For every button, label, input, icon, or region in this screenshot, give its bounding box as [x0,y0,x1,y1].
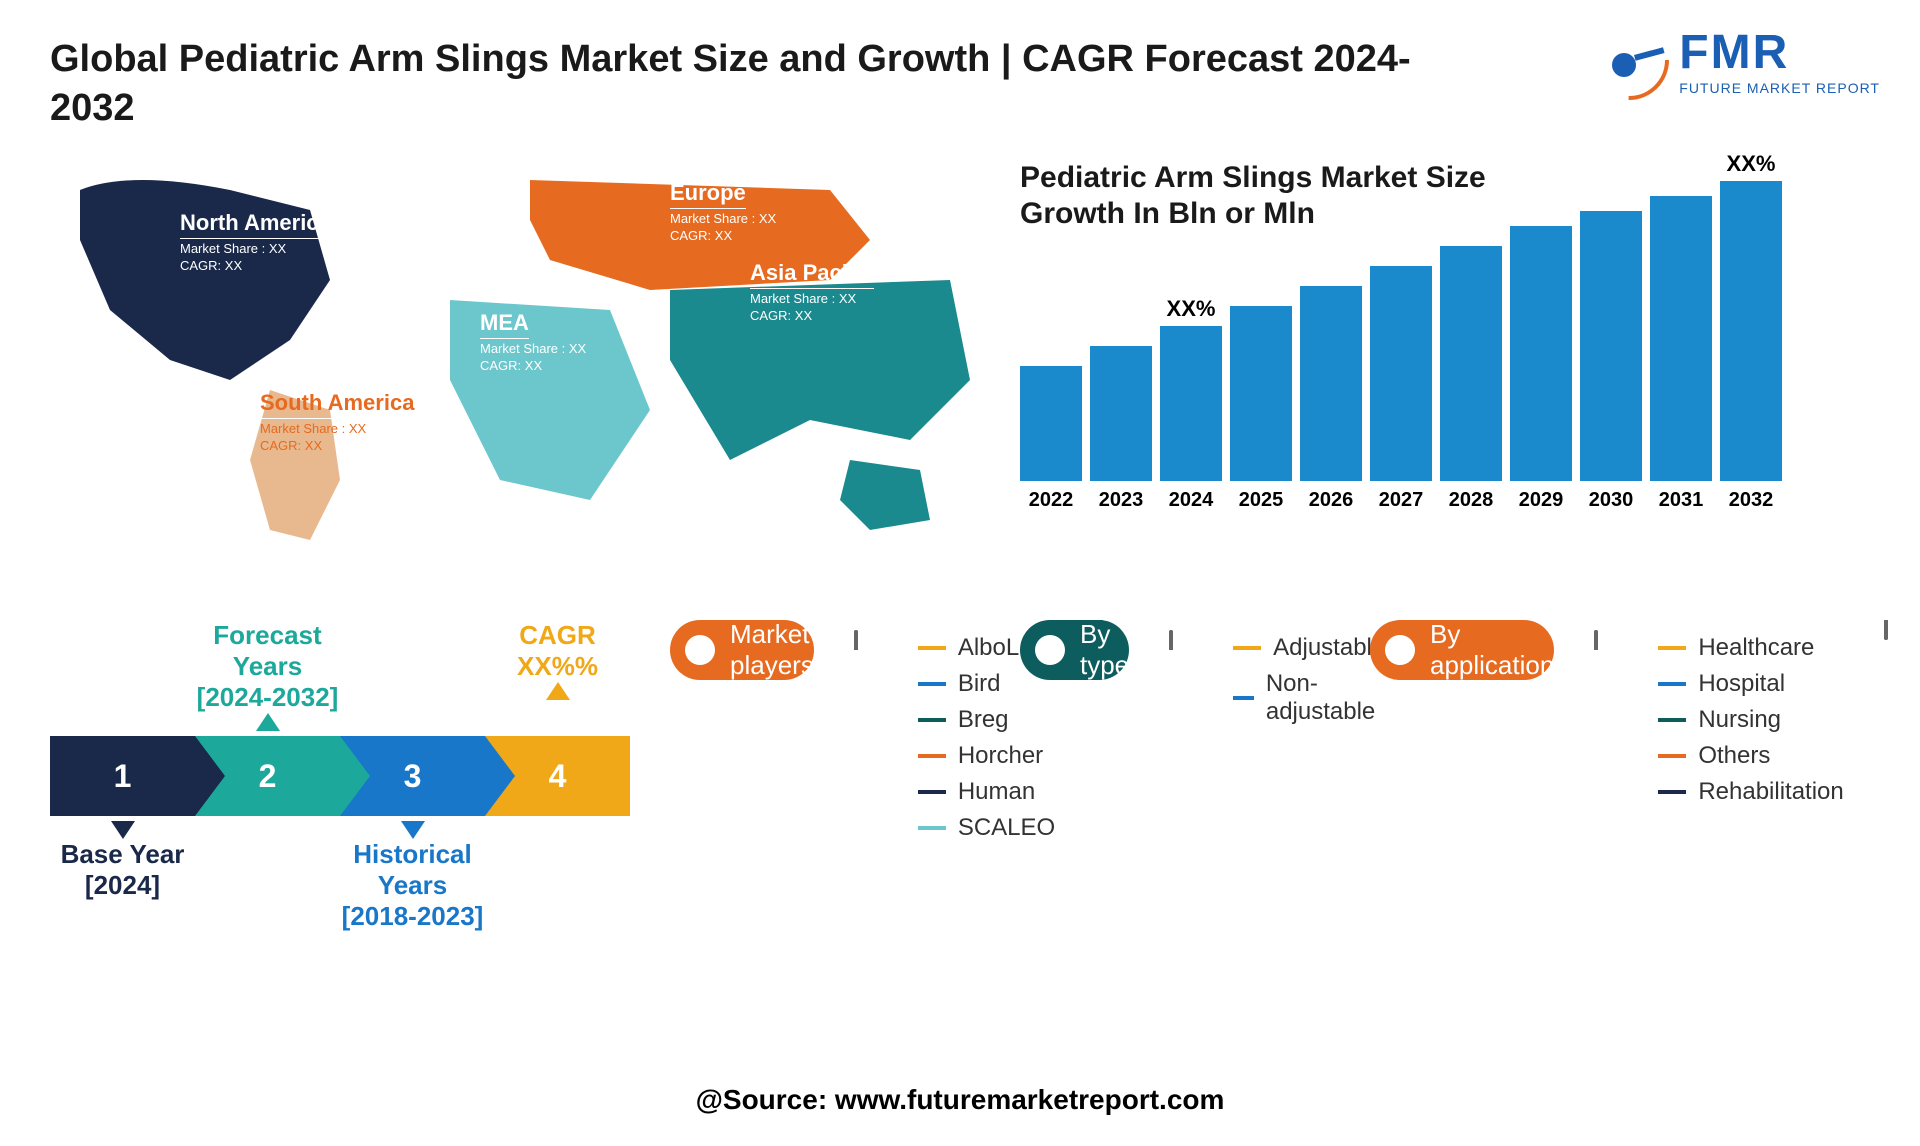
timeline: Forecast Years [2024-2032] CAGR XX%% 123… [50,620,630,932]
list-item: Non-adjustable [1233,666,1385,730]
region-label-mea: MEAMarket Share : XXCAGR: XX [480,310,586,373]
bar-2024: XX%2024 [1160,326,1222,512]
arrow-down-icon [111,821,135,839]
bar-2031: 2031 [1650,196,1712,512]
base-year-label: Base Year [50,839,195,870]
timeline-bar: 1234 [50,736,630,816]
historical-years: [2018-2023] [340,901,485,932]
timeline-segment-1: 1 [50,736,195,816]
region-label-south-america: South AmericaMarket Share : XXCAGR: XX [260,390,414,453]
arrow-up-icon [256,713,280,731]
category-pill: By application [1370,620,1554,680]
category-pill: Market players [670,620,814,680]
region-label-europe: EuropeMarket Share : XXCAGR: XX [670,180,776,243]
bar-2023: 2023 [1090,346,1152,512]
category-pill: By type [1020,620,1129,680]
arrow-down-icon [401,821,425,839]
bar-2028: 2028 [1440,246,1502,512]
logo-text-sub: FUTURE MARKET REPORT [1679,80,1880,96]
region-label-asia-pacific: Asia PacificMarket Share : XXCAGR: XX [750,260,874,323]
bar-2030: 2030 [1580,211,1642,512]
bar-2022: 2022 [1020,366,1082,512]
forecast-label: Forecast Years [195,620,340,682]
historical-label: Historical Years [340,839,485,901]
source-text: @Source: www.futuremarketreport.com [696,1084,1225,1116]
bar-2025: 2025 [1230,306,1292,512]
base-year-value: [2024] [50,870,195,901]
list-item: Nursing [1658,702,1843,738]
world-map: North AmericaMarket Share : XXCAGR: XX So… [50,160,1010,560]
list-item: Rehabilitation [1658,774,1843,810]
list-item: Horcher [918,738,1059,774]
bars-container: 20222023XX%20242025202620272028202920302… [1020,212,1900,512]
forecast-years: [2024-2032] [195,682,340,713]
list-item: SCALEO [918,810,1059,846]
cagr-value: XX%% [485,651,630,682]
category-market-players: Market playersAlboLandBirdBregHorcherHum… [670,620,980,856]
list-item: Hospital [1658,666,1843,702]
category-by-application: By applicationHealthcareHospitalNursingO… [1370,620,1680,820]
bar-2026: 2026 [1300,286,1362,512]
list-item: Others [1658,738,1843,774]
logo-text-main: FMR [1679,25,1880,80]
cagr-label: CAGR [485,620,630,651]
page-title: Global Pediatric Arm Slings Market Size … [50,35,1450,134]
bar-2032: XX%2032 [1720,181,1782,512]
list-item: Human [918,774,1059,810]
logo-icon [1589,20,1669,100]
list-item: Adjustable [1233,630,1385,666]
bar-chart: Pediatric Arm Slings Market Size Growth … [1020,160,1900,560]
bar-2029: 2029 [1510,226,1572,512]
bar-2027: 2027 [1370,266,1432,512]
fmr-logo: FMR FUTURE MARKET REPORT [1589,20,1880,100]
region-label-north-america: North AmericaMarket Share : XXCAGR: XX [180,210,331,273]
category-by-type: By typeAdjustableNon-adjustable [1020,620,1330,740]
list-item: Healthcare [1658,630,1843,666]
arrow-up-icon [546,682,570,700]
